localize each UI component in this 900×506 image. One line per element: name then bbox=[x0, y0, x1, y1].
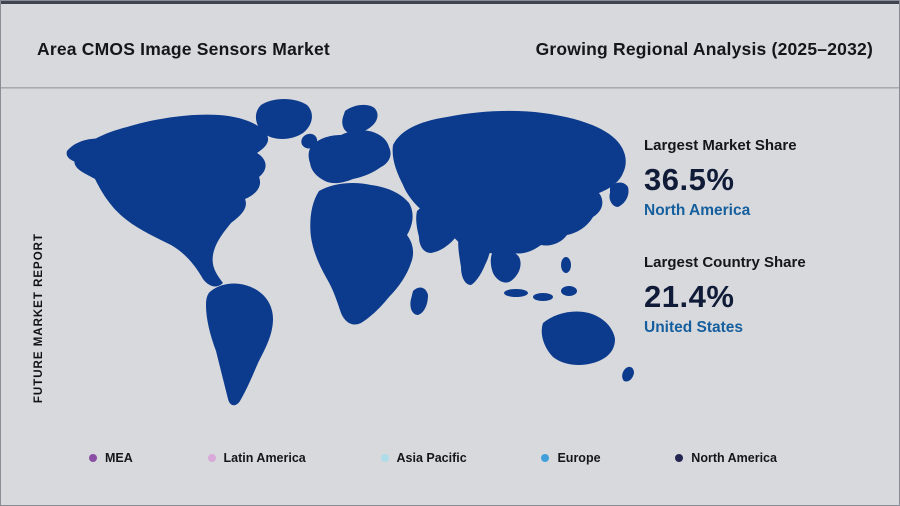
india-landmass bbox=[458, 228, 491, 285]
legend-dot-north-america bbox=[675, 454, 684, 462]
legend-label: North America bbox=[691, 451, 777, 465]
stat-region: United States bbox=[644, 319, 744, 336]
legend-dot-asia-pacific bbox=[380, 454, 389, 462]
indochina-landmass bbox=[490, 249, 521, 283]
header-divider bbox=[1, 87, 899, 89]
stat-largest-market-share: Largest Market Share 36.5% North America bbox=[644, 137, 892, 220]
greenland-landmass bbox=[255, 99, 312, 139]
legend-item-north-america: North America bbox=[675, 451, 777, 465]
world-map bbox=[66, 99, 634, 406]
legend-item-mea: MEA bbox=[89, 451, 133, 465]
legend-dot-europe bbox=[541, 454, 550, 462]
stat-region: North America bbox=[644, 202, 751, 219]
legend-dot-mea bbox=[89, 454, 97, 462]
legend-dot-latin-america bbox=[207, 454, 216, 462]
north-america-landmass bbox=[74, 114, 269, 287]
legend: MEA Latin America Asia Pacific Europe No… bbox=[89, 451, 777, 465]
africa-landmass bbox=[310, 183, 414, 325]
legend-item-latin-america: Latin America bbox=[207, 451, 306, 465]
new-zealand-landmass bbox=[622, 366, 634, 382]
page-title: Area CMOS Image Sensors Market bbox=[37, 39, 330, 59]
south-america-landmass bbox=[206, 283, 273, 406]
japan-landmass bbox=[609, 182, 629, 207]
stat-value: 36.5% bbox=[644, 162, 735, 197]
indonesia-island-2 bbox=[533, 293, 553, 301]
stat-largest-country-share: Largest Country Share 21.4% United State… bbox=[644, 254, 892, 337]
indonesia-island-1 bbox=[504, 289, 528, 297]
philippines-islands bbox=[561, 257, 571, 273]
legend-item-asia-pacific: Asia Pacific bbox=[380, 451, 467, 465]
legend-label: Latin America bbox=[223, 451, 306, 465]
stat-value: 21.4% bbox=[644, 279, 735, 314]
legend-label: Europe bbox=[557, 451, 601, 465]
legend-label: MEA bbox=[105, 451, 133, 465]
legend-label: Asia Pacific bbox=[396, 451, 467, 465]
page-subtitle: Growing Regional Analysis (2025–2032) bbox=[535, 39, 873, 59]
europe-landmass bbox=[308, 130, 391, 184]
iceland-landmass bbox=[290, 116, 308, 129]
asia-landmass bbox=[392, 110, 626, 256]
stat-label: Largest Market Share bbox=[644, 137, 797, 154]
scandinavia-landmass bbox=[342, 104, 378, 134]
top-border bbox=[1, 1, 899, 4]
stat-label: Largest Country Share bbox=[644, 254, 806, 271]
header: Area CMOS Image Sensors Market Growing R… bbox=[37, 39, 873, 60]
indonesia-island-3 bbox=[561, 286, 577, 296]
brand-vertical-label: FUTURE MARKET REPORT bbox=[33, 233, 45, 404]
australia-landmass bbox=[541, 311, 615, 365]
madagascar-landmass bbox=[410, 287, 428, 315]
legend-item-europe: Europe bbox=[541, 451, 601, 465]
stats-panel: Largest Market Share 36.5% North America… bbox=[644, 137, 892, 337]
